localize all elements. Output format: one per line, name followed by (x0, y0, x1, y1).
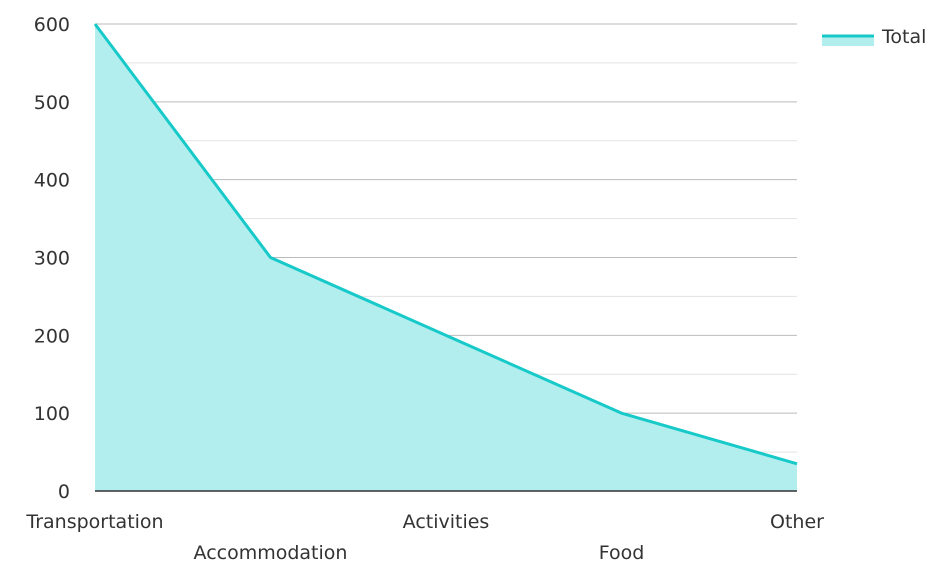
x-tick-label: Other (770, 511, 824, 533)
y-tick-label: 300 (34, 248, 70, 270)
y-tick-label: 400 (34, 170, 70, 192)
x-axis-tick-labels: Transportation Accommodation Activities Foo… (25, 511, 824, 563)
y-tick-label: 600 (34, 14, 70, 36)
x-tick-label: Food (599, 542, 645, 563)
y-tick-label: 500 (34, 92, 70, 114)
y-tick-label: 200 (34, 325, 70, 347)
legend: Total (822, 26, 926, 48)
x-tick-label: Transportation (25, 511, 163, 533)
y-tick-label: 100 (34, 403, 70, 425)
x-tick-label: Activities (403, 511, 490, 533)
legend-label-total: Total (881, 26, 926, 48)
y-tick-label: 0 (58, 481, 70, 503)
y-axis-tick-labels: 0 100 200 300 400 500 600 (34, 14, 70, 503)
x-tick-label: Accommodation (194, 542, 348, 563)
